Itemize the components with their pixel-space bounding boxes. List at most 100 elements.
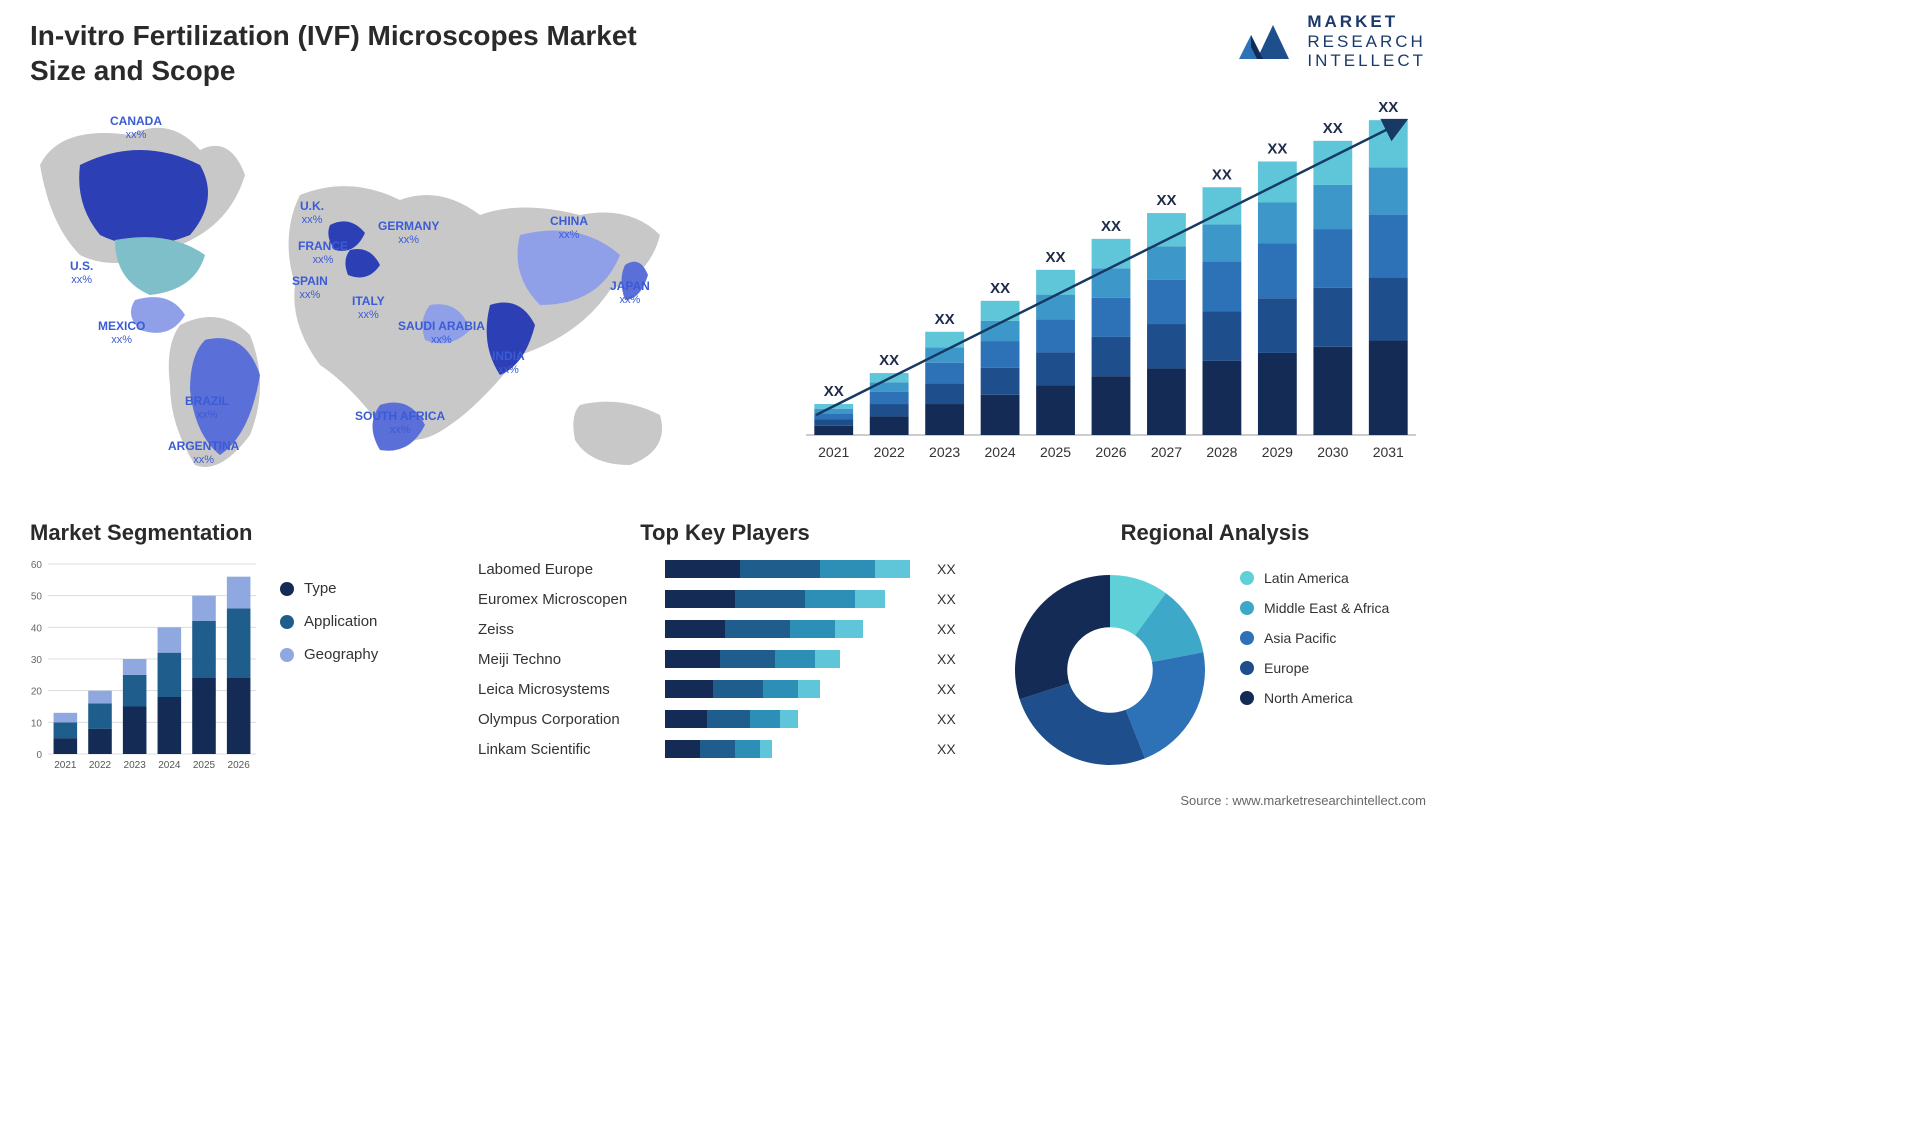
page-title: In-vitro Fertilization (IVF) Microscopes…	[30, 18, 680, 88]
region-legend-middle-east-africa: Middle East & Africa	[1240, 600, 1389, 616]
svg-text:XX: XX	[1378, 99, 1398, 116]
svg-text:2022: 2022	[89, 760, 112, 771]
logo-text: MARKET RESEARCH INTELLECT	[1307, 12, 1426, 71]
map-label-canada: CANADAxx%	[110, 115, 162, 141]
map-label-france: FRANCExx%	[298, 240, 348, 266]
svg-text:2024: 2024	[985, 444, 1016, 460]
segmentation-panel: Market Segmentation 0 10 20 30 40 50 60 2021 202…	[20, 520, 450, 780]
player-name: Leica Microsystems	[470, 681, 665, 698]
player-name: Olympus Corporation	[470, 711, 665, 728]
player-row: Euromex MicroscopenXX	[470, 584, 980, 614]
player-name: Labomed Europe	[470, 561, 665, 578]
logo-line1: MARKET	[1307, 12, 1426, 32]
player-bar	[665, 590, 925, 608]
map-label-u-k-: U.K.xx%	[300, 200, 324, 226]
logo-line2: RESEARCH	[1307, 32, 1426, 52]
player-value: XX	[937, 681, 956, 697]
player-bar	[665, 680, 925, 698]
map-label-argentina: ARGENTINAxx%	[168, 440, 239, 466]
player-value: XX	[937, 591, 956, 607]
source-note: Source : www.marketresearchintellect.com	[1180, 793, 1426, 808]
seg-legend-type: Type	[280, 580, 378, 597]
svg-text:2030: 2030	[1317, 444, 1348, 460]
svg-text:XX: XX	[1156, 192, 1176, 209]
seg-legend-geography: Geography	[280, 646, 378, 663]
map-label-mexico: MEXICOxx%	[98, 320, 145, 346]
players-list: Labomed EuropeXXEuromex MicroscopenXXZei…	[470, 554, 980, 764]
svg-text:2025: 2025	[193, 760, 216, 771]
svg-text:XX: XX	[935, 311, 955, 328]
region-legend-europe: Europe	[1240, 660, 1389, 676]
region-legend-latin-america: Latin America	[1240, 570, 1389, 586]
regional-legend: Latin America Middle East & Africa Asia Pa…	[1240, 570, 1389, 720]
svg-text:2021: 2021	[54, 760, 77, 771]
regional-panel: Regional Analysis Latin America Middle Ea…	[1000, 520, 1430, 780]
logo-line3: INTELLECT	[1307, 51, 1426, 71]
player-row: Meiji TechnoXX	[470, 644, 980, 674]
svg-text:2026: 2026	[1095, 444, 1126, 460]
map-label-china: CHINAxx%	[550, 215, 588, 241]
svg-text:20: 20	[31, 687, 43, 698]
player-name: Zeiss	[470, 621, 665, 638]
svg-text:0: 0	[36, 750, 42, 761]
player-value: XX	[937, 711, 956, 727]
segmentation-chart: 0 10 20 30 40 50 60 2021 2022 2023 2024 2025 2026	[20, 558, 260, 778]
player-bar	[665, 620, 925, 638]
region-legend-asia-pacific: Asia Pacific	[1240, 630, 1389, 646]
svg-text:50: 50	[31, 592, 43, 603]
svg-text:XX: XX	[1046, 249, 1066, 266]
region-legend-north-america: North America	[1240, 690, 1389, 706]
map-label-u-s-: U.S.xx%	[70, 260, 93, 286]
svg-text:60: 60	[31, 560, 43, 571]
player-row: Linkam ScientificXX	[470, 734, 980, 764]
map-label-brazil: BRAZILxx%	[185, 395, 229, 421]
svg-text:2021: 2021	[818, 444, 849, 460]
player-bar	[665, 740, 925, 758]
player-bar	[665, 710, 925, 728]
player-name: Linkam Scientific	[470, 741, 665, 758]
player-row: Zeiss XX	[470, 614, 980, 644]
svg-text:XX: XX	[990, 280, 1010, 297]
map-label-india: INDIAxx%	[492, 350, 525, 376]
map-label-spain: SPAINxx%	[292, 275, 328, 301]
svg-text:2029: 2029	[1262, 444, 1293, 460]
svg-text:2023: 2023	[124, 760, 147, 771]
map-label-germany: GERMANYxx%	[378, 220, 439, 246]
brand-logo: MARKET RESEARCH INTELLECT	[1237, 12, 1426, 71]
regional-donut	[1000, 560, 1220, 780]
svg-text:2027: 2027	[1151, 444, 1182, 460]
svg-text:2025: 2025	[1040, 444, 1071, 460]
map-label-saudi-arabia: SAUDI ARABIAxx%	[398, 320, 485, 346]
svg-text:30: 30	[31, 655, 43, 666]
key-players-panel: Top Key Players Labomed EuropeXXEuromex …	[470, 520, 980, 780]
svg-text:2028: 2028	[1206, 444, 1237, 460]
player-value: XX	[937, 621, 956, 637]
player-bar	[665, 650, 925, 668]
map-label-italy: ITALYxx%	[352, 295, 385, 321]
segmentation-legend: Type Application Geography	[280, 580, 378, 679]
svg-text:2031: 2031	[1373, 444, 1404, 460]
players-title: Top Key Players	[470, 520, 980, 546]
svg-text:10: 10	[31, 718, 43, 729]
map-label-japan: JAPANxx%	[610, 280, 650, 306]
svg-text:2023: 2023	[929, 444, 960, 460]
player-row: Leica Microsystems XX	[470, 674, 980, 704]
svg-text:XX: XX	[824, 383, 844, 400]
svg-text:40: 40	[31, 623, 43, 634]
svg-text:2026: 2026	[228, 760, 251, 771]
player-row: Olympus Corporation XX	[470, 704, 980, 734]
svg-text:2024: 2024	[158, 760, 181, 771]
svg-text:XX: XX	[1323, 120, 1343, 137]
svg-text:XX: XX	[1101, 218, 1121, 235]
main-forecast-chart: XX 2021 XX 2022 XX 2023 XX 2024 XX 2025 XX 2026 XX 20…	[786, 95, 1426, 475]
player-value: XX	[937, 561, 956, 577]
svg-text:2022: 2022	[874, 444, 905, 460]
regional-title: Regional Analysis	[1000, 520, 1430, 546]
player-value: XX	[937, 651, 956, 667]
seg-legend-application: Application	[280, 613, 378, 630]
segmentation-title: Market Segmentation	[30, 520, 450, 546]
svg-text:XX: XX	[1212, 166, 1232, 183]
svg-text:XX: XX	[879, 352, 899, 369]
player-row: Labomed Europe XX	[470, 554, 980, 584]
map-label-south-africa: SOUTH AFRICAxx%	[355, 410, 445, 436]
